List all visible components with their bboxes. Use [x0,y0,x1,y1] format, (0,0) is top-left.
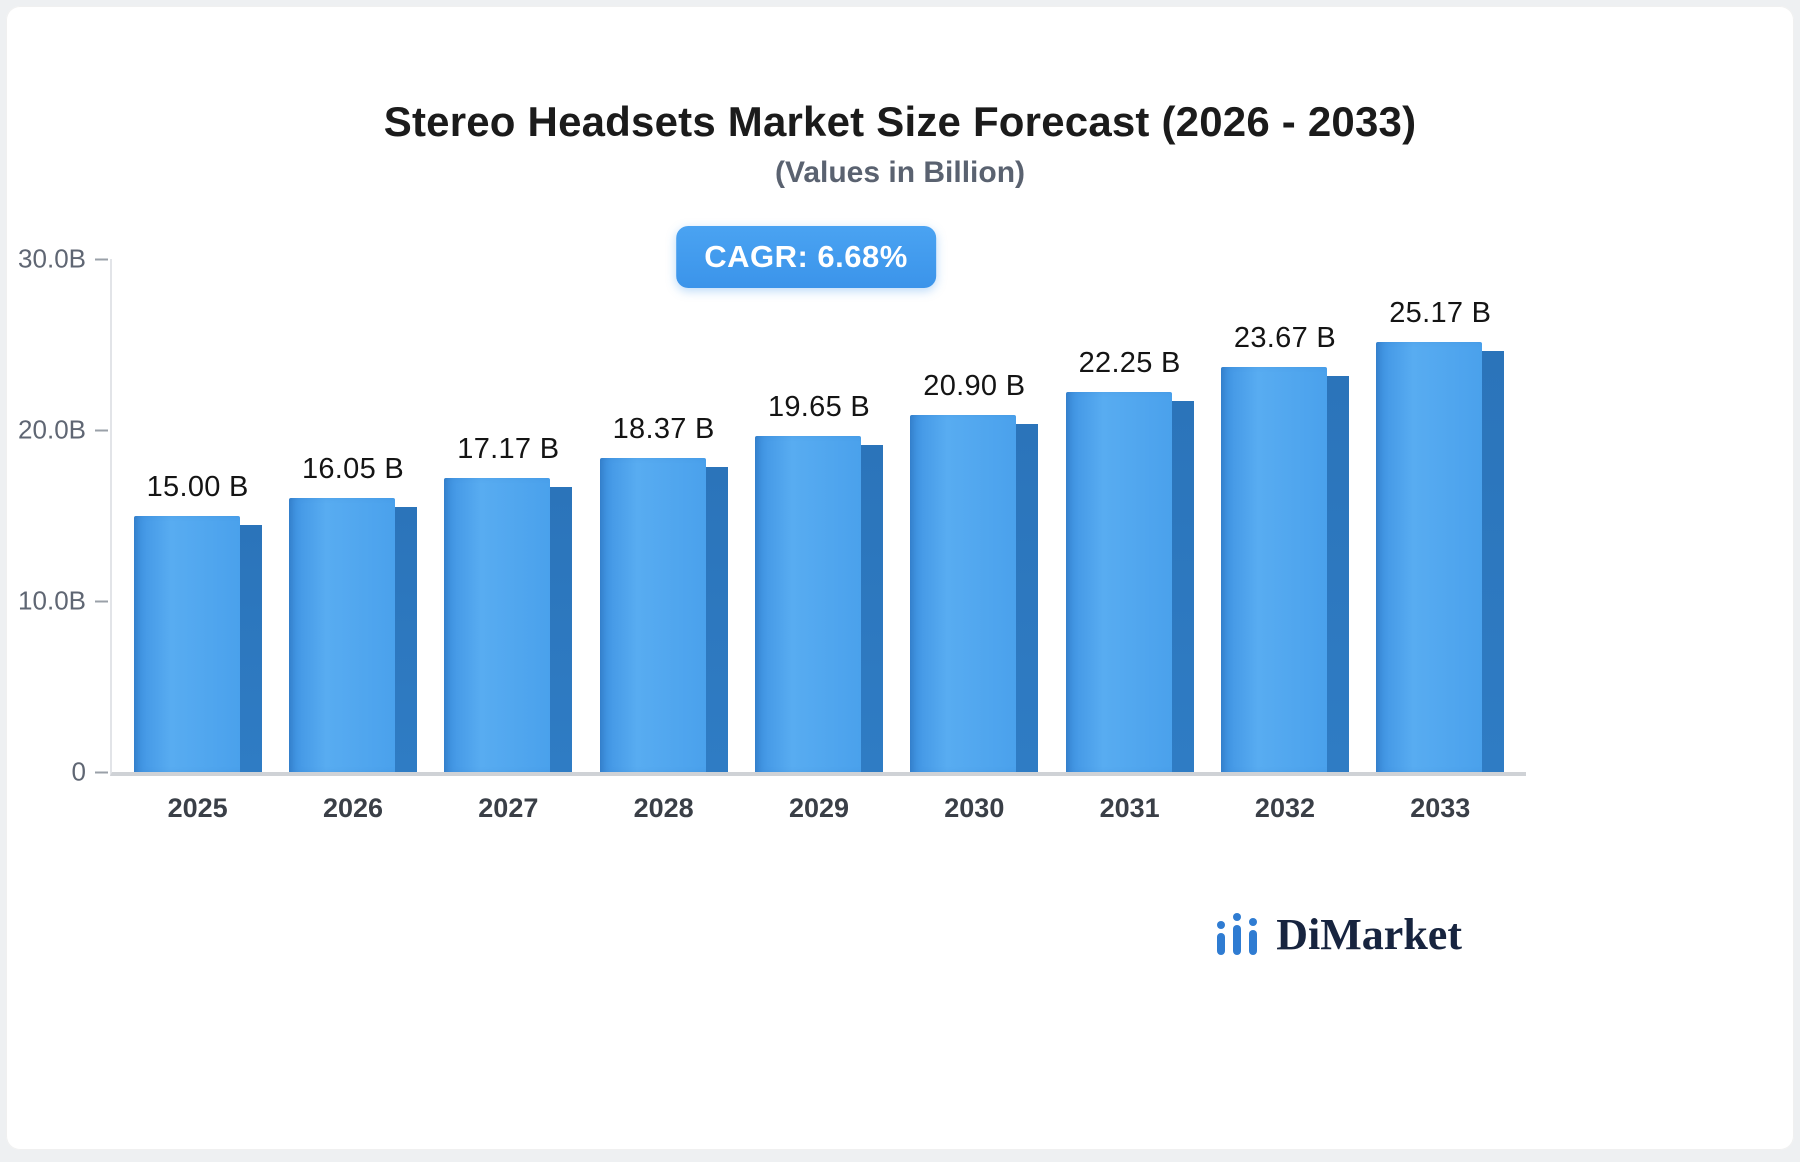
bar-side-3d [1171,400,1194,772]
bar-2030 [910,414,1039,772]
y-tick-mark [95,258,108,260]
x-axis-label-2028: 2028 [633,793,694,823]
bar-side-3d [394,506,417,772]
bar-face [133,515,240,772]
bar-side-3d [1482,350,1505,772]
bar-slot-2030: 20.90 B 2030 [897,259,1052,823]
y-tick-label: 20.0B [18,414,86,445]
bar-value-label-2026: 16.05 B [301,452,405,485]
bar-slot-2025: 15.00 B 2025 [120,259,275,823]
bar-2028 [599,457,728,772]
bar-slot-2027: 17.17 B 2027 [431,259,586,823]
y-tick-mark [95,600,108,602]
y-tick-10.0B: 10.0B [18,586,112,617]
bar-value-label-2031: 22.25 B [1078,346,1181,379]
y-tick-label: 10.0B [18,585,86,616]
bar-value-label-2025: 15.00 B [146,470,249,503]
chart-subtitle: (Values in Billion) [774,156,1026,189]
bar-face [1220,367,1327,772]
bar-value-label-2033: 25.17 B [1389,296,1492,329]
bar-2026 [288,497,417,772]
bar-slot-2032: 23.67 B 2032 [1207,259,1362,823]
bar-value-label-2032: 23.67 B [1233,322,1336,355]
y-tick-0: 0 [72,757,112,788]
y-tick-30.0B: 30.0B [18,244,112,275]
y-tick-label: 30.0B [18,243,86,274]
bar-2031 [1065,391,1194,772]
bar-face [288,497,395,772]
x-axis-label-2032: 2032 [1254,793,1315,823]
bar-slot-2033: 25.17 B 2033 [1363,259,1518,823]
bar-slot-2031: 22.25 B 2031 [1052,259,1207,823]
y-tick-mark [95,771,108,773]
bar-value-label-2030: 20.90 B [923,369,1026,402]
x-axis-label-2029: 2029 [788,793,850,823]
bar-slot-2028: 18.37 B 2028 [586,259,741,823]
bar-2032 [1220,367,1349,772]
bar-side-3d [705,466,728,772]
y-tick-mark [95,429,108,431]
cagr-badge: CAGR: 6.68% [676,226,936,288]
plot-area: 30.0B 20.0B 10.0B 0 15.00 B 2025 16.05 B 2026 1… [18,244,1526,823]
bar-face [1376,341,1483,772]
bar-side-3d [1016,423,1039,772]
chart-card: Stereo Headsets Market Size Forecast (20… [6,6,1794,1150]
bar-face [599,457,706,772]
bar-side-3d [860,445,883,772]
bar-2033 [1376,341,1505,772]
bar-side-3d [1326,376,1349,772]
bar-2027 [444,478,573,772]
bar-value-label-2028: 18.37 B [612,412,715,445]
bar-2025 [133,515,262,772]
bar-side-3d [239,524,262,772]
bar-face [910,414,1017,772]
x-axis-label-2025: 2025 [167,793,228,823]
x-axis-label-2027: 2027 [478,793,539,823]
y-tick-20.0B: 20.0B [18,415,112,446]
x-axis-label-2031: 2031 [1099,793,1160,823]
bar-slot-2029: 19.65 B 2029 [741,259,896,823]
brand-logo: DiMarket [1212,908,1462,960]
bars-container: 15.00 B 2025 16.05 B 2026 17.17 B 2027 18.37 B… [120,259,1518,823]
bar-slot-2026: 16.05 B 2026 [275,259,430,823]
bar-value-label-2029: 19.65 B [767,391,871,423]
bar-value-label-2027: 17.17 B [457,433,560,466]
bar-side-3d [550,487,573,772]
brand-name: DiMarket [1276,909,1462,959]
bar-chart-icon [1217,913,1258,955]
bar-2029 [754,436,883,772]
x-axis-label-2030: 2030 [944,793,1005,823]
x-axis-label-2026: 2026 [322,793,384,823]
y-tick-label: 0 [71,756,86,787]
bar-face [754,436,861,772]
x-axis-label-2033: 2033 [1410,793,1471,823]
bar-face [444,478,551,772]
bar-face [1065,391,1172,772]
chart-title: Stereo Headsets Market Size Forecast (20… [383,98,1417,145]
